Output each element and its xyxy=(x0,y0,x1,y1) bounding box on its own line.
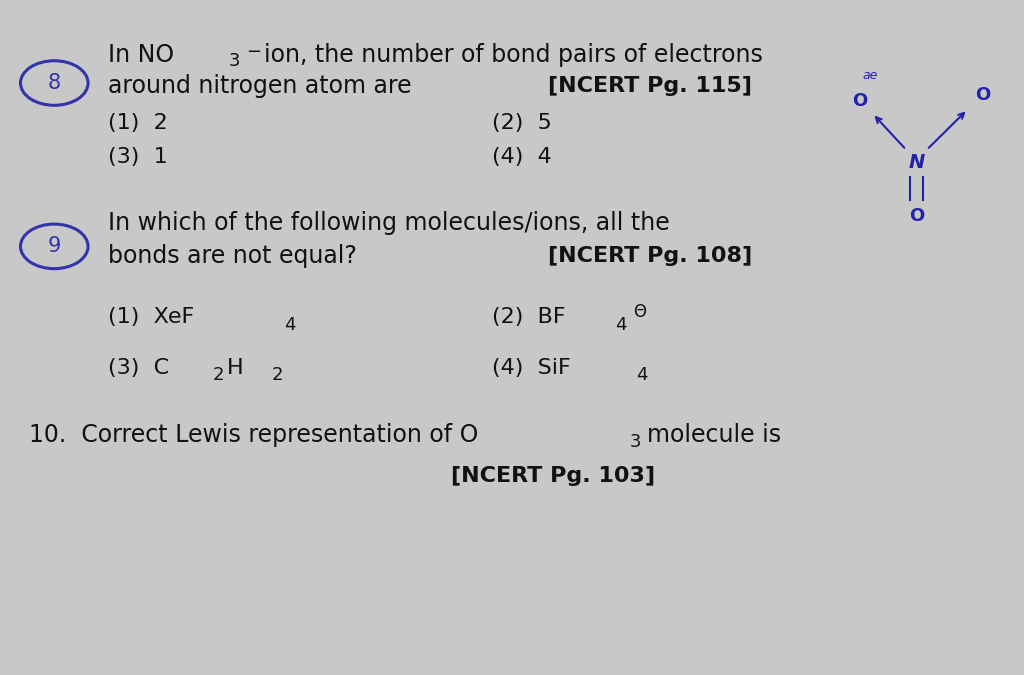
Text: (3)  C: (3) C xyxy=(108,358,169,378)
Text: [NCERT Pg. 115]: [NCERT Pg. 115] xyxy=(548,76,752,97)
Text: (1)  2: (1) 2 xyxy=(108,113,167,133)
Text: O: O xyxy=(853,92,867,110)
Text: In which of the following molecules/ions, all the: In which of the following molecules/ions… xyxy=(108,211,670,235)
Text: 4: 4 xyxy=(636,367,647,384)
Text: [NCERT Pg. 103]: [NCERT Pg. 103] xyxy=(451,466,654,486)
Text: −: − xyxy=(246,43,261,61)
Text: (4)  SiF: (4) SiF xyxy=(492,358,570,378)
Text: bonds are not equal?: bonds are not equal? xyxy=(108,244,356,269)
Text: 2: 2 xyxy=(271,367,283,384)
Text: 9: 9 xyxy=(47,236,61,256)
Text: O: O xyxy=(909,207,924,225)
Text: 4: 4 xyxy=(615,316,627,333)
Text: N: N xyxy=(908,153,925,171)
Text: Θ: Θ xyxy=(633,303,646,321)
Text: (2)  5: (2) 5 xyxy=(492,113,551,133)
Text: ion, the number of bond pairs of electrons: ion, the number of bond pairs of electro… xyxy=(264,43,763,68)
Text: (2)  BF: (2) BF xyxy=(492,307,565,327)
Text: O: O xyxy=(976,86,990,103)
Text: 10.  Correct Lewis representation of O: 10. Correct Lewis representation of O xyxy=(29,423,478,448)
Text: (3)  1: (3) 1 xyxy=(108,146,167,167)
Text: molecule is: molecule is xyxy=(647,423,781,448)
Text: around nitrogen atom are: around nitrogen atom are xyxy=(108,74,412,99)
Text: 3: 3 xyxy=(228,52,240,70)
Text: H: H xyxy=(227,358,244,378)
Text: (1)  XeF: (1) XeF xyxy=(108,307,194,327)
Text: 4: 4 xyxy=(284,316,295,333)
Text: [NCERT Pg. 108]: [NCERT Pg. 108] xyxy=(548,246,752,267)
Text: (4)  4: (4) 4 xyxy=(492,146,551,167)
Text: In NO: In NO xyxy=(108,43,174,68)
Text: ae: ae xyxy=(862,69,879,82)
Text: 8: 8 xyxy=(48,73,60,93)
Text: 2: 2 xyxy=(213,367,224,384)
Text: 3: 3 xyxy=(630,433,641,451)
